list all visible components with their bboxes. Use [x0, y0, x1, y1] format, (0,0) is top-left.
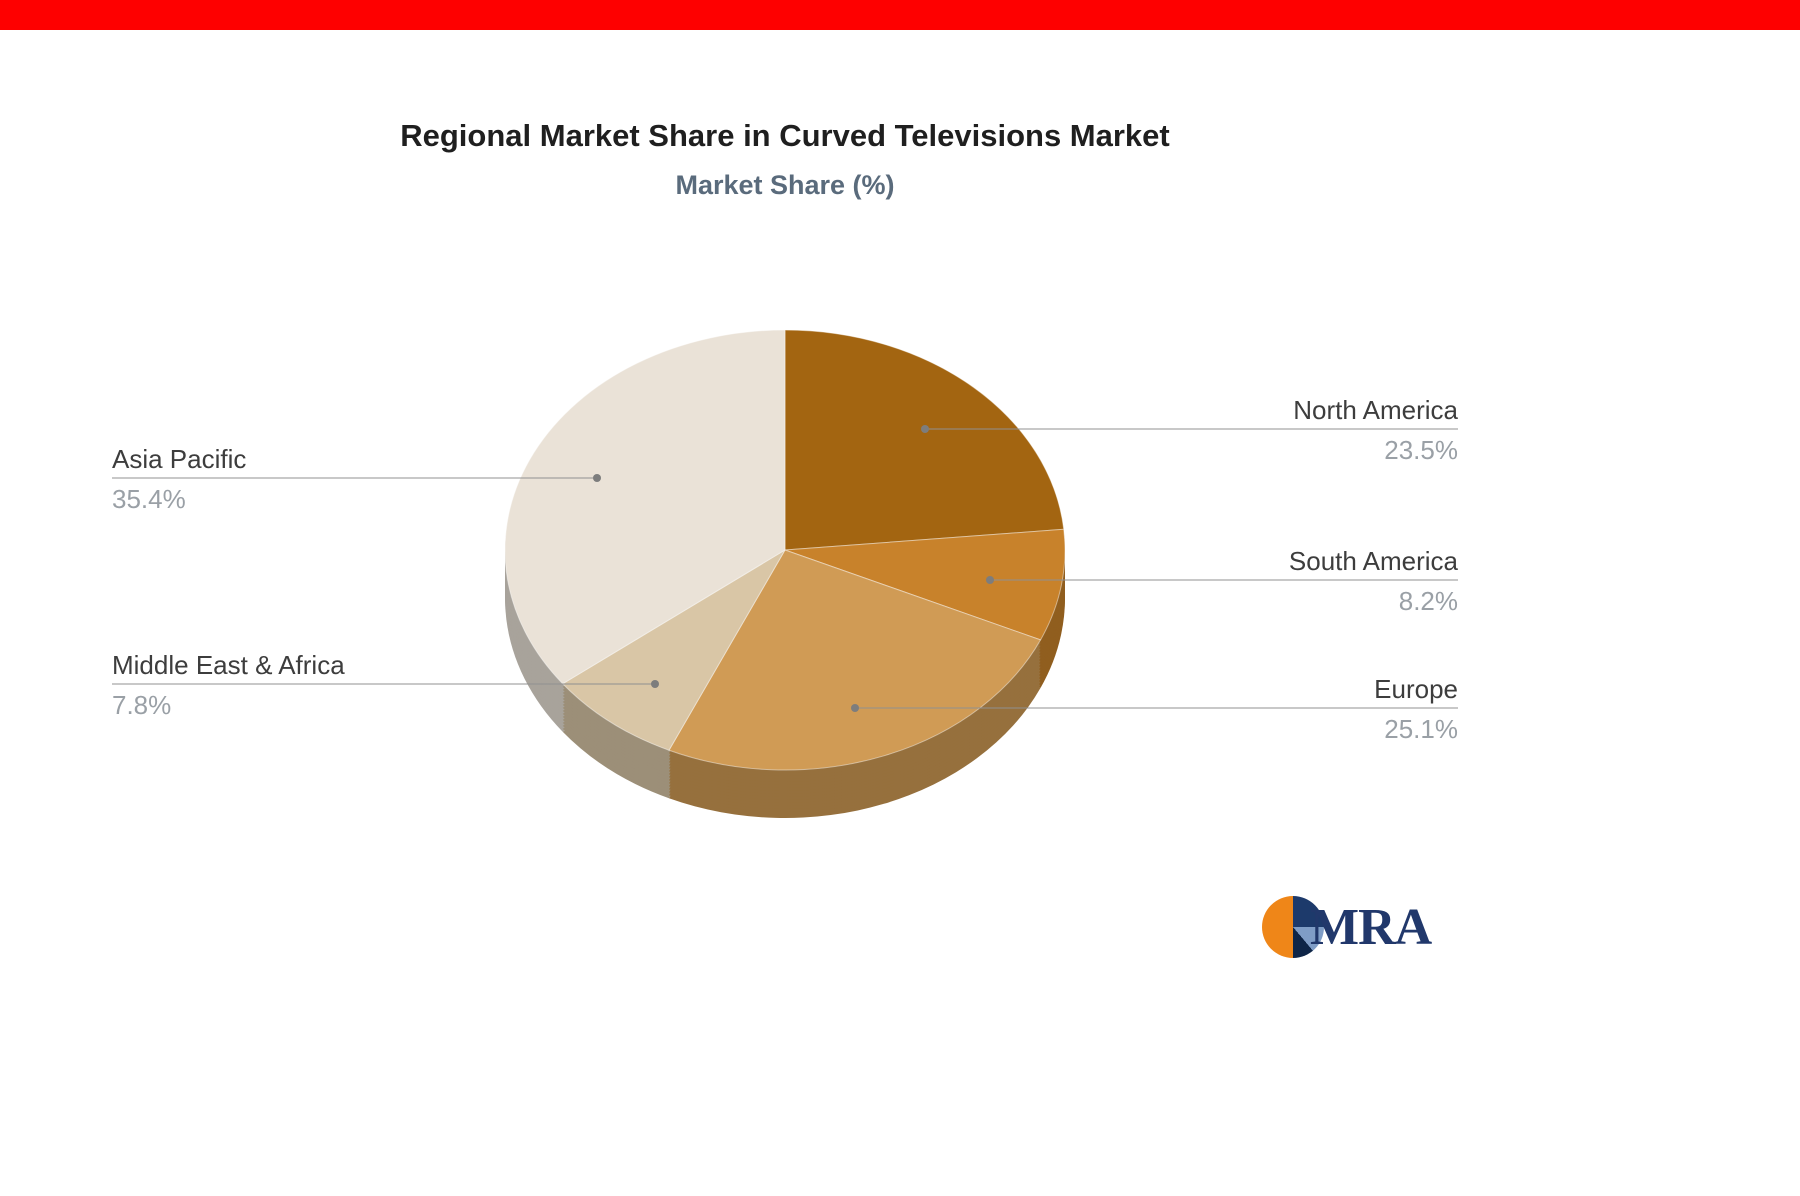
pie-slice-asia-pacific[interactable]: [504, 329, 786, 685]
segment-label: South America: [1288, 546, 1458, 576]
segment-value: 8.2%: [1398, 586, 1458, 616]
chart-subtitle: Market Share (%): [675, 170, 895, 200]
leader-dot-asia-pacific: [593, 474, 601, 482]
leader-dot-europe: [851, 704, 859, 712]
chart-title: Regional Market Share in Curved Televisi…: [400, 118, 1170, 153]
segment-label: North America: [1293, 395, 1458, 425]
callout-middle-east-africa: Middle East & Africa 7.8%: [112, 648, 345, 722]
segment-value: 35.4%: [112, 484, 186, 514]
segment-label: Europe: [1374, 674, 1458, 704]
leader-europe: [851, 704, 1458, 712]
leader-south-america: [986, 576, 1458, 584]
leader-dot-south-america: [986, 576, 994, 584]
segment-value: 25.1%: [1384, 714, 1458, 744]
pie-slice-south-america[interactable]: [784, 528, 1066, 641]
callout-south-america: South America 8.2%: [1289, 544, 1458, 618]
mra-logo-mark-icon: [1262, 896, 1324, 958]
leader-dot-middle-east-africa: [651, 680, 659, 688]
mra-logo: MRA: [1262, 896, 1432, 958]
leader-asia-pacific: [112, 474, 601, 482]
segment-value: 7.8%: [112, 690, 172, 720]
leader-middle-east-africa: [112, 680, 659, 688]
pie-slice-middle-east-africa[interactable]: [561, 549, 786, 751]
pie-slice-north-america[interactable]: [784, 329, 1065, 551]
callout-europe: Europe 25.1%: [1374, 672, 1458, 746]
top-banner: [0, 0, 1800, 30]
segment-label: Middle East & Africa: [112, 650, 345, 680]
callout-north-america: North America 23.5%: [1293, 393, 1458, 467]
leader-north-america: [921, 425, 1458, 433]
callout-asia-pacific: Asia Pacific 35.4%: [112, 442, 246, 516]
segment-label: Asia Pacific: [112, 444, 247, 474]
mra-logo-text: MRA: [1310, 898, 1432, 956]
chart-header: Regional Market Share in Curved Televisi…: [0, 0, 1570, 201]
segment-value: 23.5%: [1384, 435, 1458, 465]
pie-slice-europe[interactable]: [668, 549, 1042, 771]
leader-dot-north-america: [921, 425, 929, 433]
